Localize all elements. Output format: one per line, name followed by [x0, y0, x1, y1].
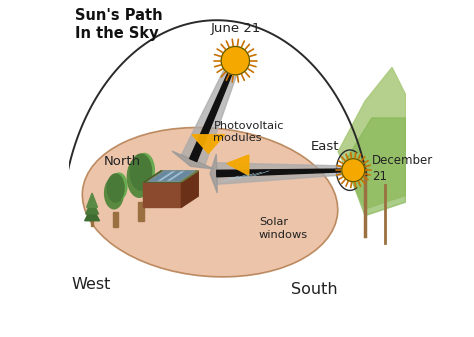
Polygon shape	[113, 212, 118, 227]
Text: West: West	[72, 277, 111, 292]
Polygon shape	[144, 171, 198, 182]
Polygon shape	[172, 151, 214, 169]
Ellipse shape	[110, 173, 128, 200]
Ellipse shape	[104, 177, 124, 210]
Polygon shape	[227, 155, 249, 175]
Polygon shape	[91, 221, 93, 226]
Polygon shape	[182, 171, 198, 207]
Text: June 21: June 21	[210, 22, 261, 35]
Text: Photovoltaic
modules: Photovoltaic modules	[213, 121, 284, 143]
Text: Solar
windows: Solar windows	[259, 217, 308, 240]
Ellipse shape	[107, 173, 125, 203]
Polygon shape	[138, 202, 144, 221]
Polygon shape	[345, 118, 405, 216]
Polygon shape	[149, 171, 195, 181]
Ellipse shape	[129, 153, 152, 191]
Polygon shape	[182, 58, 241, 165]
Polygon shape	[86, 200, 99, 214]
Polygon shape	[338, 67, 405, 209]
Polygon shape	[87, 193, 98, 207]
Polygon shape	[217, 163, 353, 184]
Ellipse shape	[82, 127, 338, 277]
Polygon shape	[217, 169, 353, 177]
Circle shape	[221, 47, 249, 75]
Ellipse shape	[134, 153, 155, 188]
Polygon shape	[143, 182, 182, 207]
Polygon shape	[190, 60, 237, 161]
Circle shape	[342, 159, 365, 182]
Ellipse shape	[127, 156, 152, 198]
Text: North: North	[104, 155, 141, 168]
Text: December
21: December 21	[372, 154, 433, 183]
Polygon shape	[192, 135, 225, 153]
Text: South: South	[291, 282, 337, 297]
Text: East: East	[311, 140, 340, 153]
Polygon shape	[85, 207, 100, 221]
Text: Sun's Path
In the Sky: Sun's Path In the Sky	[74, 8, 162, 41]
Polygon shape	[210, 154, 217, 193]
